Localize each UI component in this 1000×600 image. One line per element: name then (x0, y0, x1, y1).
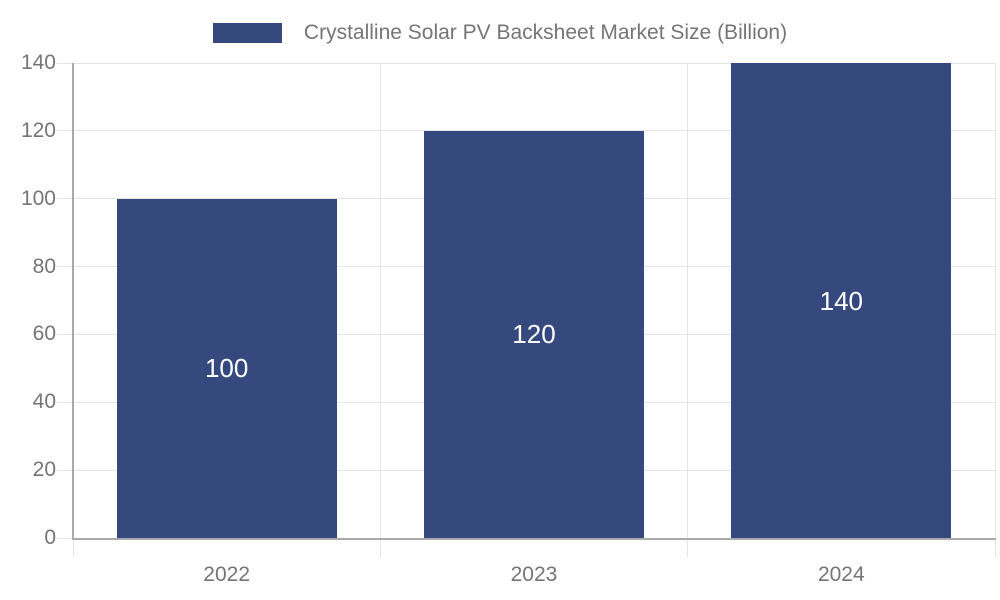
category-separator (687, 63, 689, 538)
y-axis-label: 40 (32, 390, 56, 414)
y-axis-tick (57, 130, 73, 132)
x-axis-tick (994, 540, 996, 557)
bar-2023[interactable] (424, 130, 644, 538)
y-axis-tick (57, 62, 73, 64)
y-axis-label: 140 (20, 51, 56, 74)
bar-value-label: 140 (819, 285, 864, 316)
x-axis-tick (379, 540, 381, 557)
y-axis-line (71, 63, 74, 540)
bar-value-label: 100 (204, 353, 249, 384)
x-axis-line (71, 538, 996, 540)
y-axis-tick (57, 401, 73, 403)
x-axis-label: 2022 (203, 563, 251, 586)
bar-2022[interactable] (116, 198, 337, 538)
x-axis-label: 2023 (510, 563, 558, 586)
x-axis-tick (687, 540, 689, 557)
y-axis-tick (57, 266, 73, 268)
legend-label: Crystalline Solar PV Backsheet Market Si… (303, 21, 788, 44)
y-axis-label: 60 (32, 322, 56, 346)
legend-swatch-icon (212, 23, 282, 43)
x-axis-label: 2024 (817, 563, 865, 586)
y-gridline (73, 62, 995, 64)
y-axis-label: 20 (32, 458, 56, 482)
x-axis-tick (72, 540, 74, 557)
y-axis-label: 100 (20, 186, 56, 210)
y-axis-tick (57, 537, 73, 539)
y-axis-label: 120 (20, 118, 56, 142)
bar-value-label: 120 (512, 319, 556, 350)
y-axis-label: 80 (32, 254, 56, 278)
y-axis-tick (57, 198, 73, 200)
category-separator (994, 63, 996, 538)
y-axis-label: 0 (44, 526, 56, 549)
bar-2024[interactable] (731, 63, 952, 538)
y-axis-tick (57, 469, 73, 471)
y-axis-tick (57, 333, 73, 335)
category-separator (379, 63, 381, 538)
legend[interactable]: Crystalline Solar PV Backsheet Market Si… (0, 21, 1000, 45)
